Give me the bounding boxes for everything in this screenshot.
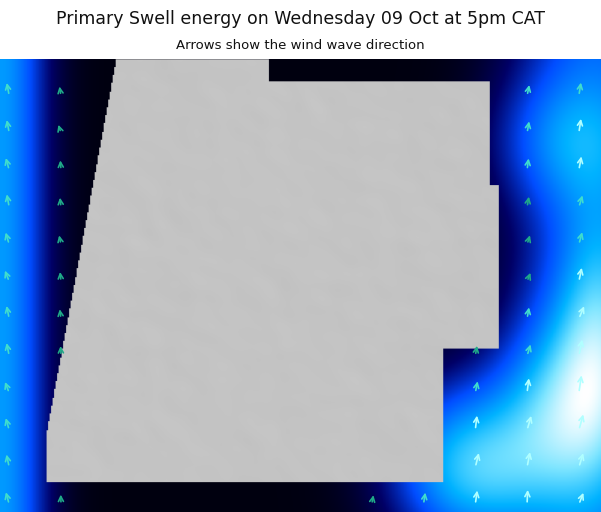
Text: Primary Swell energy on Wednesday 09 Oct at 5pm CAT: Primary Swell energy on Wednesday 09 Oct… bbox=[56, 10, 545, 28]
Text: Arrows show the wind wave direction: Arrows show the wind wave direction bbox=[176, 39, 425, 52]
